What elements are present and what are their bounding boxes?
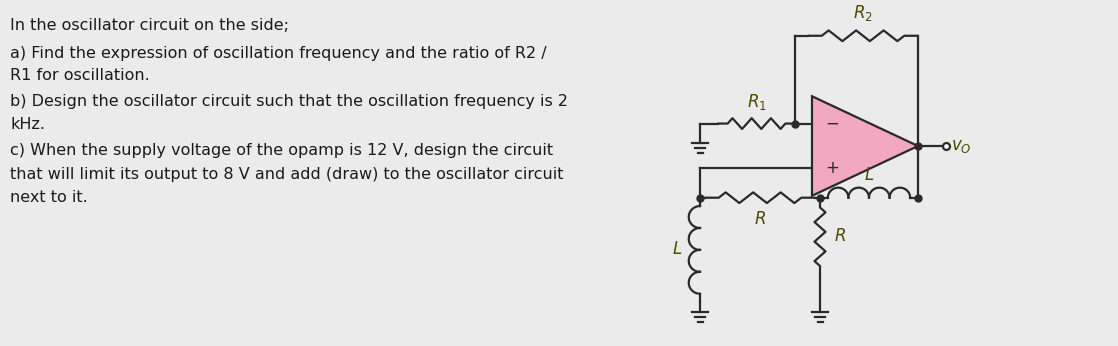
Text: that will limit its output to 8 V and add (draw) to the oscillator circuit: that will limit its output to 8 V and ad… bbox=[10, 167, 563, 182]
Text: $R_1$: $R_1$ bbox=[747, 92, 767, 112]
Text: a) Find the expression of oscillation frequency and the ratio of R2 /: a) Find the expression of oscillation fr… bbox=[10, 46, 547, 61]
Text: +: + bbox=[825, 160, 838, 177]
Text: kHz.: kHz. bbox=[10, 117, 45, 132]
Text: $L$: $L$ bbox=[864, 167, 874, 184]
Text: next to it.: next to it. bbox=[10, 190, 87, 205]
Text: $v_O$: $v_O$ bbox=[951, 137, 972, 155]
Text: $R$: $R$ bbox=[754, 211, 766, 228]
Text: In the oscillator circuit on the side;: In the oscillator circuit on the side; bbox=[10, 18, 288, 33]
Text: b) Design the oscillator circuit such that the oscillation frequency is 2: b) Design the oscillator circuit such th… bbox=[10, 94, 568, 109]
Text: $R$: $R$ bbox=[834, 228, 846, 245]
Polygon shape bbox=[812, 96, 918, 196]
Text: $R_2$: $R_2$ bbox=[853, 3, 873, 23]
Text: −: − bbox=[825, 115, 838, 133]
Text: $L$: $L$ bbox=[672, 242, 682, 258]
Text: R1 for oscillation.: R1 for oscillation. bbox=[10, 68, 150, 83]
Text: c) When the supply voltage of the opamp is 12 V, design the circuit: c) When the supply voltage of the opamp … bbox=[10, 143, 553, 158]
